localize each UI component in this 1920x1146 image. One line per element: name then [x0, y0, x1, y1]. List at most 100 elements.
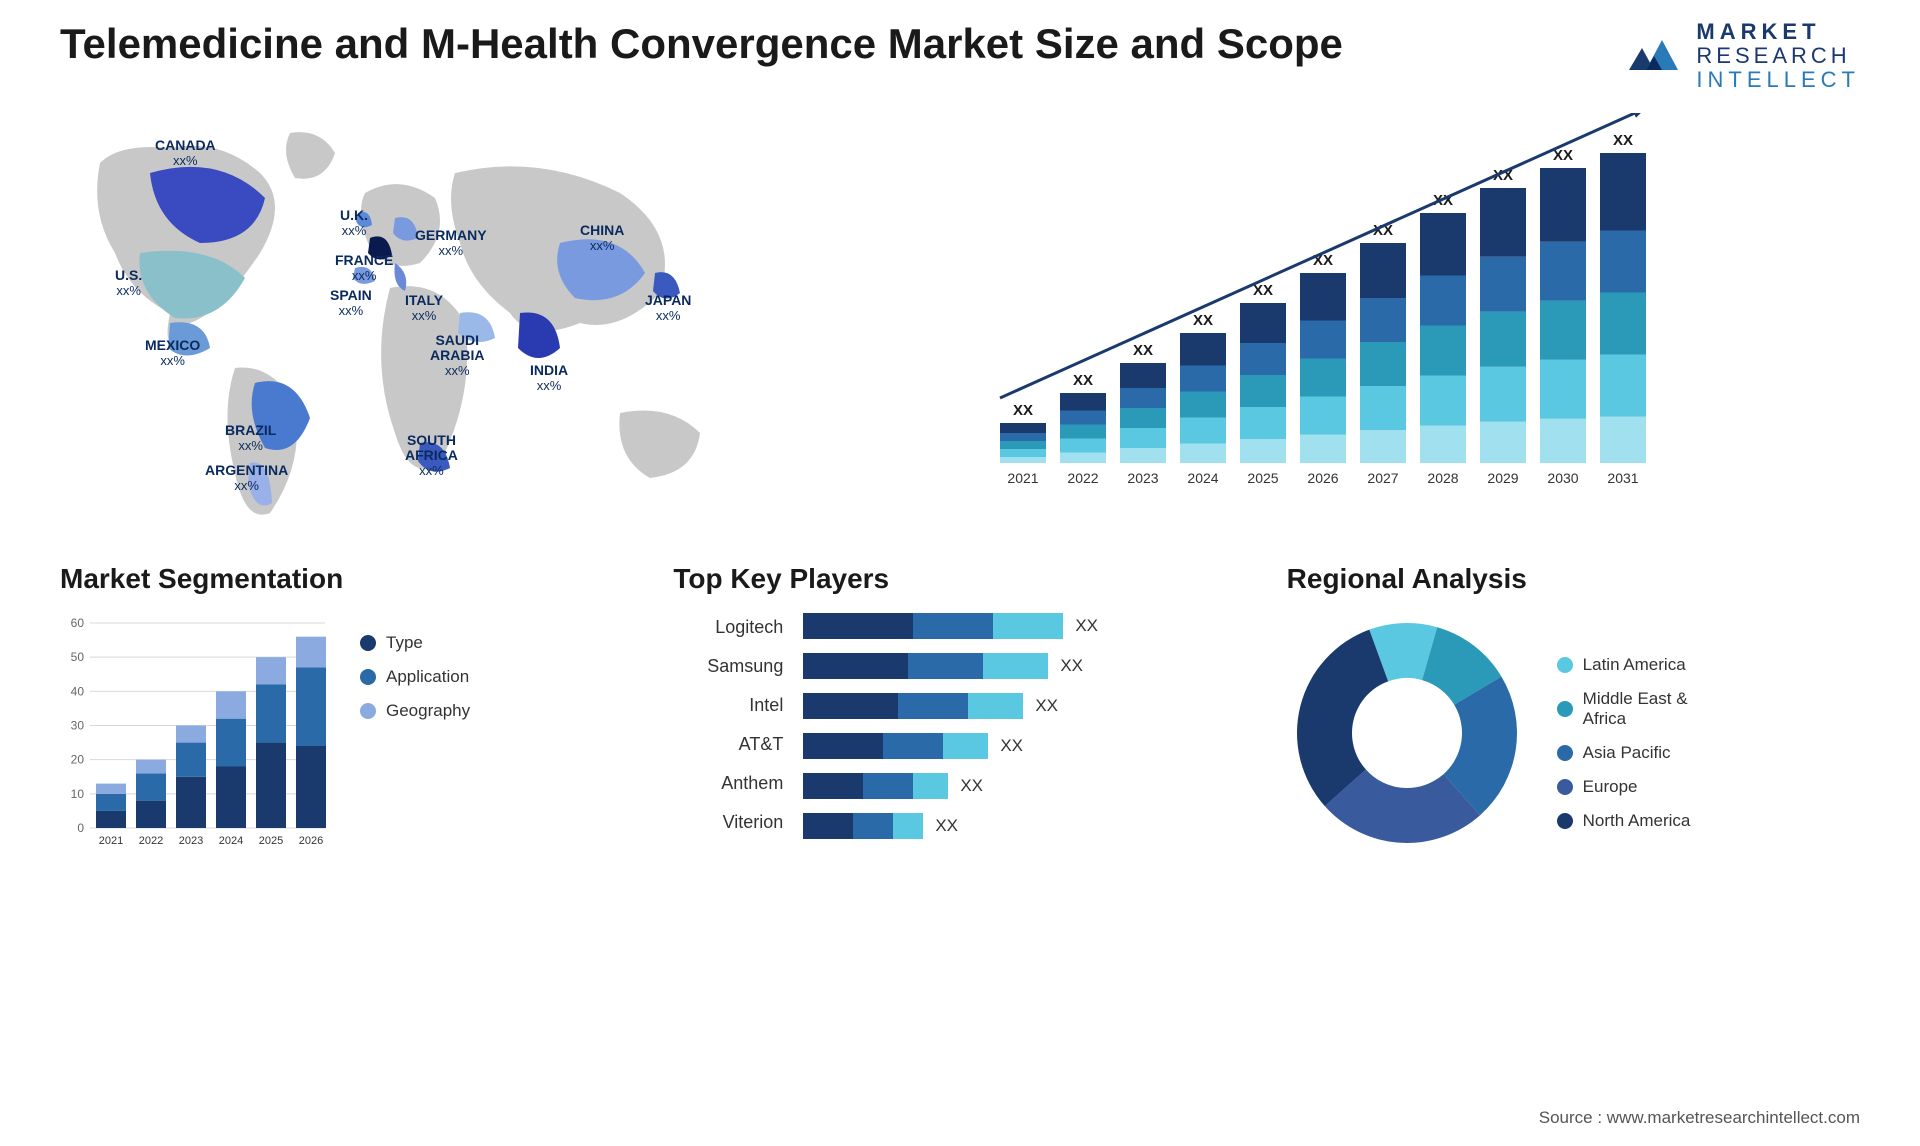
- legend-swatch: [360, 635, 376, 651]
- player-value: XX: [1075, 616, 1098, 636]
- brand-logo: MARKET RESEARCH INTELLECT: [1624, 20, 1860, 93]
- player-value: XX: [1000, 736, 1023, 756]
- player-bar-row: XX: [803, 733, 1246, 759]
- legend-item: Latin America: [1557, 655, 1691, 675]
- legend-swatch: [1557, 701, 1573, 717]
- player-bar-segment: [803, 653, 908, 679]
- svg-text:2023: 2023: [1127, 470, 1158, 486]
- player-bar: [803, 813, 923, 839]
- player-bar-row: XX: [803, 613, 1246, 639]
- svg-text:XX: XX: [1133, 342, 1153, 359]
- legend-swatch: [1557, 813, 1573, 829]
- legend-label: Latin America: [1583, 655, 1686, 675]
- map-country-label: FRANCExx%: [335, 253, 393, 284]
- svg-text:2023: 2023: [179, 835, 203, 847]
- market-growth-chart-panel: XX2021XX2022XX2023XX2024XX2025XX2026XX20…: [980, 113, 1860, 523]
- legend-item: Middle East &Africa: [1557, 689, 1691, 729]
- segmentation-chart: 0102030405060202120222023202420252026: [60, 613, 330, 853]
- map-country-label: SPAINxx%: [330, 288, 372, 319]
- map-country-label: CHINAxx%: [580, 223, 624, 254]
- legend-swatch: [360, 703, 376, 719]
- svg-text:XX: XX: [1613, 132, 1633, 149]
- player-name: Logitech: [673, 617, 783, 638]
- players-bars: XXXXXXXXXXXX: [803, 613, 1246, 839]
- player-value: XX: [1060, 656, 1083, 676]
- player-name: Intel: [673, 695, 783, 716]
- player-name: AT&T: [673, 734, 783, 755]
- player-bar: [803, 613, 1063, 639]
- player-bar-segment: [913, 613, 993, 639]
- map-country-label: JAPANxx%: [645, 293, 691, 324]
- svg-text:2021: 2021: [99, 835, 123, 847]
- svg-text:2029: 2029: [1487, 470, 1518, 486]
- segmentation-legend: Type Application Geography: [360, 633, 470, 721]
- svg-text:XX: XX: [1013, 402, 1033, 419]
- legend-label: Europe: [1583, 777, 1638, 797]
- legend-item: Geography: [360, 701, 470, 721]
- player-bar: [803, 653, 1048, 679]
- legend-item: Application: [360, 667, 470, 687]
- player-bar: [803, 693, 1023, 719]
- svg-text:2031: 2031: [1607, 470, 1638, 486]
- regional-donut-chart: [1287, 613, 1527, 853]
- player-value: XX: [960, 776, 983, 796]
- svg-text:2030: 2030: [1547, 470, 1578, 486]
- map-country-label: GERMANYxx%: [415, 228, 487, 259]
- player-bar-segment: [893, 813, 923, 839]
- segmentation-title: Market Segmentation: [60, 563, 633, 595]
- svg-text:2026: 2026: [299, 835, 323, 847]
- source-url: www.marketresearchintellect.com: [1607, 1108, 1860, 1127]
- svg-text:0: 0: [77, 821, 84, 835]
- legend-label: Asia Pacific: [1583, 743, 1671, 763]
- legend-item: Type: [360, 633, 470, 653]
- svg-text:40: 40: [71, 684, 85, 698]
- player-bar-row: XX: [803, 813, 1246, 839]
- players-panel: Top Key Players Logitech Samsung Intel AT&T…: [673, 563, 1246, 853]
- svg-text:XX: XX: [1073, 372, 1093, 389]
- map-country-label: ITALYxx%: [405, 293, 443, 324]
- legend-label: Application: [386, 667, 469, 687]
- source-line: Source : www.marketresearchintellect.com: [1539, 1108, 1860, 1128]
- legend-label: Type: [386, 633, 423, 653]
- player-bar-segment: [943, 733, 988, 759]
- logo-icon: [1624, 30, 1684, 82]
- player-bar-segment: [863, 773, 913, 799]
- svg-text:2026: 2026: [1307, 470, 1338, 486]
- player-name: Samsung: [673, 656, 783, 677]
- legend-item: Europe: [1557, 777, 1691, 797]
- legend-item: Asia Pacific: [1557, 743, 1691, 763]
- player-bar-segment: [803, 813, 853, 839]
- world-map-panel: CANADAxx%U.S.xx%MEXICOxx%BRAZILxx%ARGENT…: [60, 113, 940, 523]
- players-title: Top Key Players: [673, 563, 1246, 595]
- legend-label: Middle East &Africa: [1583, 689, 1688, 729]
- legend-swatch: [1557, 779, 1573, 795]
- player-bar-segment: [968, 693, 1023, 719]
- player-bar-segment: [898, 693, 968, 719]
- player-bar-row: XX: [803, 653, 1246, 679]
- market-growth-chart: XX2021XX2022XX2023XX2024XX2025XX2026XX20…: [980, 113, 1660, 493]
- players-labels: LogitechSamsungIntelAT&TAnthemViterion: [673, 613, 783, 833]
- player-bar-row: XX: [803, 693, 1246, 719]
- legend-swatch: [1557, 657, 1573, 673]
- map-country-label: SOUTHAFRICAxx%: [405, 433, 458, 479]
- map-country-label: U.K.xx%: [340, 208, 368, 239]
- svg-text:20: 20: [71, 752, 85, 766]
- svg-text:2027: 2027: [1367, 470, 1398, 486]
- player-value: XX: [1035, 696, 1058, 716]
- player-bar: [803, 733, 988, 759]
- logo-text-1: MARKET: [1696, 20, 1860, 44]
- player-bar-segment: [803, 693, 898, 719]
- map-country-label: U.S.xx%: [115, 268, 142, 299]
- page-title: Telemedicine and M-Health Convergence Ma…: [60, 20, 1343, 68]
- legend-item: North America: [1557, 811, 1691, 831]
- player-bar-segment: [803, 773, 863, 799]
- legend-label: Geography: [386, 701, 470, 721]
- player-bar-segment: [913, 773, 948, 799]
- svg-text:2022: 2022: [139, 835, 163, 847]
- svg-text:2028: 2028: [1427, 470, 1458, 486]
- player-bar-row: XX: [803, 773, 1246, 799]
- player-bar: [803, 773, 948, 799]
- player-value: XX: [935, 816, 958, 836]
- regional-legend: Latin America Middle East &Africa Asia Pac…: [1557, 655, 1691, 831]
- map-country-label: INDIAxx%: [530, 363, 568, 394]
